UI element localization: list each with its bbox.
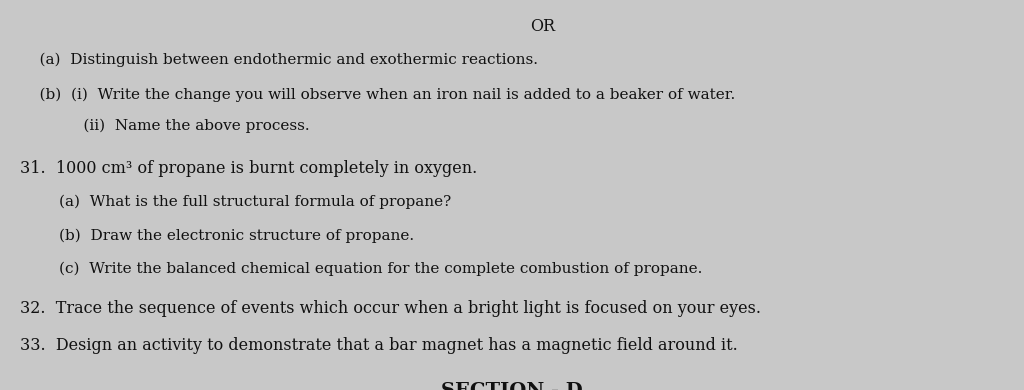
Text: (b)  Draw the electronic structure of propane.: (b) Draw the electronic structure of pro… — [20, 228, 415, 243]
Text: OR: OR — [530, 18, 555, 35]
Text: SECTION - D: SECTION - D — [441, 382, 583, 390]
Text: 32.  Trace the sequence of events which occur when a bright light is focused on : 32. Trace the sequence of events which o… — [20, 300, 762, 317]
Text: 31.  1000 cm³ of propane is burnt completely in oxygen.: 31. 1000 cm³ of propane is burnt complet… — [20, 160, 478, 177]
Text: (ii)  Name the above process.: (ii) Name the above process. — [20, 119, 310, 133]
Text: (c)  Write the balanced chemical equation for the complete combustion of propane: (c) Write the balanced chemical equation… — [20, 261, 702, 276]
Text: (a)  Distinguish between endothermic and exothermic reactions.: (a) Distinguish between endothermic and … — [20, 53, 539, 67]
Text: (a)  What is the full structural formula of propane?: (a) What is the full structural formula … — [20, 195, 452, 209]
Text: (b)  (i)  Write the change you will observe when an iron nail is added to a beak: (b) (i) Write the change you will observ… — [20, 88, 735, 102]
Text: 33.  Design an activity to demonstrate that a bar magnet has a magnetic field ar: 33. Design an activity to demonstrate th… — [20, 337, 738, 355]
